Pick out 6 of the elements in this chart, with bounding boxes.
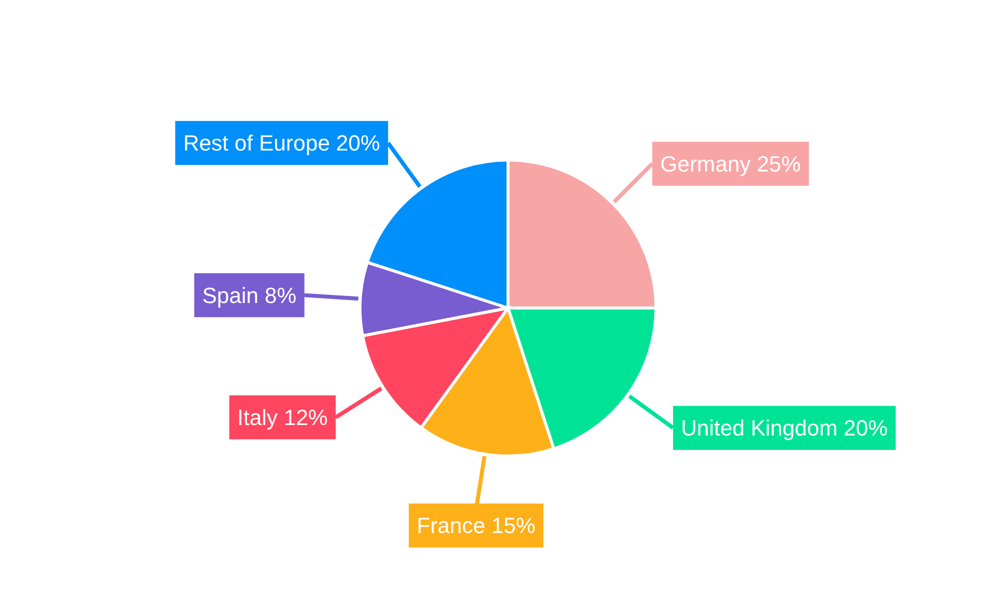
slice-label: United Kingdom 20% <box>681 416 888 441</box>
slice-label: Germany 25% <box>660 151 801 176</box>
slice-label: France 15% <box>416 513 536 538</box>
slice-label: Italy 12% <box>237 405 328 430</box>
slice-label: Spain 8% <box>202 282 296 308</box>
slice-label: Rest of Europe 20% <box>183 130 380 156</box>
